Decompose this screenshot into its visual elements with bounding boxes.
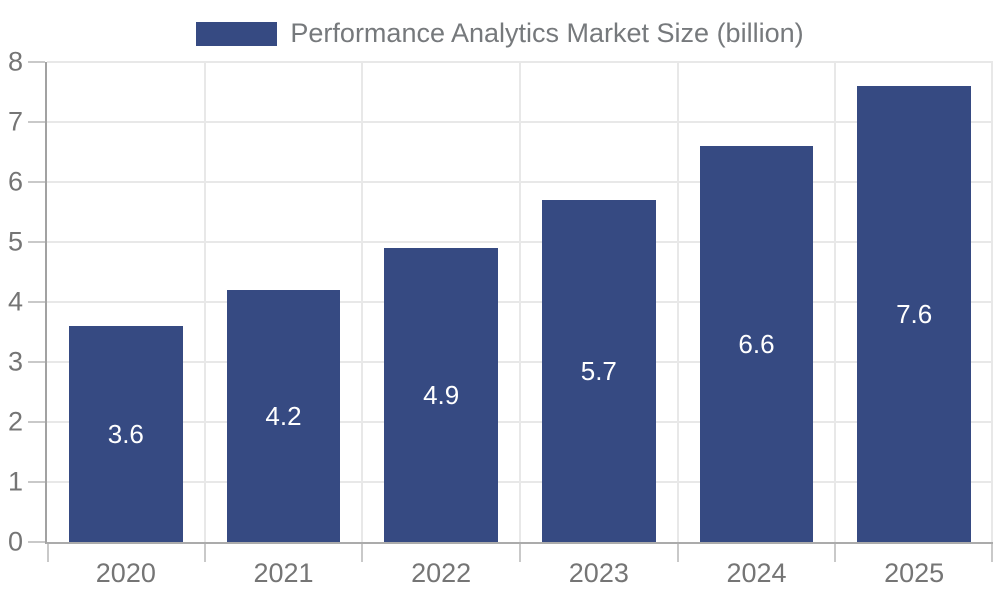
gridline-vertical xyxy=(991,62,993,542)
bar-2020: 3.6 xyxy=(69,326,183,542)
bar-2025: 7.6 xyxy=(857,86,971,542)
y-axis-tick-label: 2 xyxy=(7,406,23,437)
bar-value-label: 7.6 xyxy=(896,299,933,329)
y-axis-tick xyxy=(28,61,45,63)
x-axis-label-2023: 2023 xyxy=(568,558,629,588)
y-axis-tick-label: 6 xyxy=(7,166,23,197)
x-axis-label-2022: 2022 xyxy=(411,558,472,588)
gridline-vertical xyxy=(361,62,364,542)
x-axis-label-2021: 2021 xyxy=(253,558,314,588)
plot-area: 0 1 2 3 4 5 6 7 8 3.6 2020 4.2 2021 4.9 2022 5.7 2023 6.6… xyxy=(8,48,993,587)
x-axis-label-2025: 2025 xyxy=(884,558,945,588)
y-axis-tick-label: 5 xyxy=(7,226,23,257)
bar-value-label: 4.2 xyxy=(265,401,302,431)
bar-value-label: 4.9 xyxy=(423,380,460,410)
y-axis-tick xyxy=(28,421,45,423)
bar-2023: 5.7 xyxy=(542,200,656,542)
gridline-vertical xyxy=(203,62,206,542)
y-axis-tick xyxy=(28,181,45,183)
y-axis-tick-label: 0 xyxy=(7,526,23,557)
bar-value-label: 3.6 xyxy=(107,419,144,449)
x-axis-tick xyxy=(676,544,679,562)
x-axis-tick xyxy=(47,544,49,562)
y-axis-tick-label: 1 xyxy=(7,466,23,497)
bar-value-label: 5.7 xyxy=(580,356,617,386)
gridline-vertical xyxy=(519,62,521,542)
x-axis-label-2020: 2020 xyxy=(95,558,156,588)
x-axis-tick xyxy=(203,544,206,562)
y-axis-tick xyxy=(28,241,45,243)
y-axis-tick xyxy=(28,301,45,303)
gridline-vertical xyxy=(676,62,679,542)
bar-2022: 4.9 xyxy=(384,248,498,542)
y-axis-tick-label: 7 xyxy=(7,106,23,137)
x-axis-tick xyxy=(991,544,993,562)
legend-swatch[interactable] xyxy=(196,21,278,46)
bar-2024: 6.6 xyxy=(699,146,814,542)
x-axis-tick xyxy=(834,544,837,562)
legend-label[interactable]: Performance Analytics Market Size (billi… xyxy=(290,18,804,48)
bar-2021: 4.2 xyxy=(226,290,341,542)
chart-legend[interactable]: Performance Analytics Market Size (billi… xyxy=(0,18,1000,49)
x-axis-label-2024: 2024 xyxy=(726,558,787,588)
y-axis-tick xyxy=(28,121,45,123)
y-axis-tick-label: 4 xyxy=(7,286,23,317)
bar-value-label: 6.6 xyxy=(738,329,775,359)
y-axis-tick xyxy=(28,361,45,363)
x-axis-tick xyxy=(361,544,364,562)
y-axis-tick xyxy=(28,481,45,483)
y-axis-tick-label: 3 xyxy=(7,346,23,377)
y-axis-tick-label: 8 xyxy=(7,46,23,77)
x-axis-tick xyxy=(519,544,521,562)
y-axis-tick xyxy=(28,541,45,543)
gridline-vertical xyxy=(834,62,837,542)
